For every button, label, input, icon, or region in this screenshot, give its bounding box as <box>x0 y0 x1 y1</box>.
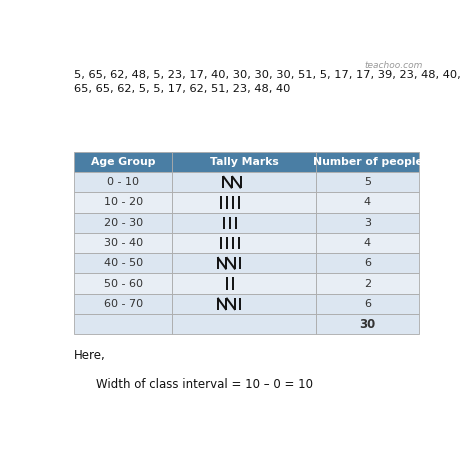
Text: 4: 4 <box>364 238 371 248</box>
Text: 4: 4 <box>364 198 371 208</box>
Text: 6: 6 <box>364 258 371 268</box>
Bar <box>74 273 173 294</box>
Bar <box>316 294 419 314</box>
Text: 50 - 60: 50 - 60 <box>104 279 143 289</box>
Text: 5, 65, 62, 48, 5, 23, 17, 40, 30, 30, 30, 51, 5, 17, 17, 39, 23, 48, 40,: 5, 65, 62, 48, 5, 23, 17, 40, 30, 30, 30… <box>74 70 461 80</box>
Text: Tally Marks: Tally Marks <box>210 157 278 167</box>
Text: Width of class interval = 10 – 0 = 10: Width of class interval = 10 – 0 = 10 <box>96 378 313 391</box>
Text: 3: 3 <box>364 218 371 228</box>
Text: Here,: Here, <box>74 349 106 362</box>
Text: 5: 5 <box>364 177 371 187</box>
Text: Age Group: Age Group <box>91 157 155 167</box>
Bar <box>74 233 173 253</box>
Bar <box>74 172 173 192</box>
Text: 10 - 20: 10 - 20 <box>104 198 143 208</box>
Bar <box>316 192 419 213</box>
Bar <box>173 152 316 172</box>
Bar <box>316 172 419 192</box>
Bar <box>316 273 419 294</box>
Bar <box>316 314 419 334</box>
Text: 2: 2 <box>364 279 371 289</box>
Bar <box>173 253 316 273</box>
Text: 60 - 70: 60 - 70 <box>104 299 143 309</box>
Text: teachoo.com: teachoo.com <box>365 61 423 70</box>
Bar <box>173 294 316 314</box>
Text: Number of people: Number of people <box>312 157 422 167</box>
Bar <box>74 152 173 172</box>
Text: 30: 30 <box>359 318 375 331</box>
Text: 40 - 50: 40 - 50 <box>104 258 143 268</box>
Bar <box>173 314 316 334</box>
Text: 6: 6 <box>364 299 371 309</box>
Bar <box>316 253 419 273</box>
Text: 65, 65, 62, 5, 5, 17, 62, 51, 23, 48, 40: 65, 65, 62, 5, 5, 17, 62, 51, 23, 48, 40 <box>74 84 290 94</box>
Bar <box>173 233 316 253</box>
Bar <box>173 213 316 233</box>
Text: 0 - 10: 0 - 10 <box>107 177 139 187</box>
Bar <box>316 233 419 253</box>
Bar <box>316 152 419 172</box>
Bar <box>173 273 316 294</box>
Text: 20 - 30: 20 - 30 <box>104 218 143 228</box>
Text: 30 - 40: 30 - 40 <box>104 238 143 248</box>
Bar <box>316 213 419 233</box>
Bar <box>173 172 316 192</box>
Bar <box>74 314 173 334</box>
Bar <box>74 294 173 314</box>
Bar <box>173 192 316 213</box>
Bar <box>74 192 173 213</box>
Bar <box>74 213 173 233</box>
Bar <box>74 253 173 273</box>
